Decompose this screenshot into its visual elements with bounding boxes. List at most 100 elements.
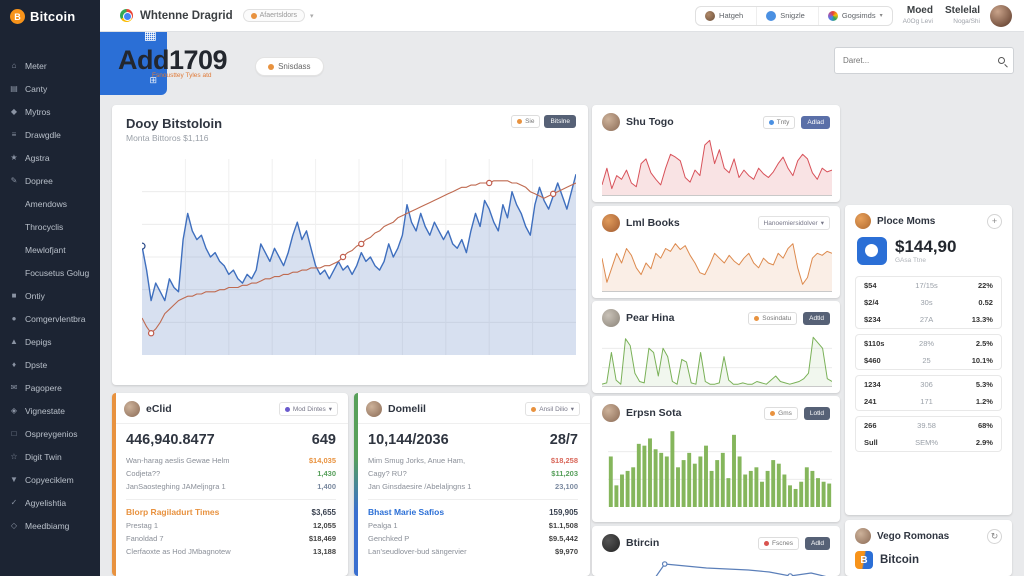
cell-percent: 0.52 [978,298,993,307]
avatar [855,528,871,544]
cell-units: 17/15s [915,281,938,290]
section-title: Blorp Ragiladurt Times [126,507,220,517]
sidebar-item[interactable]: Focusetus Golug [0,261,100,284]
nav-icon: ▼ [10,475,18,484]
sidebar-item[interactable]: Mewlofjant [0,238,100,261]
red-sparkline-chart [602,133,832,196]
topbar-pill-button[interactable]: Hatgeh [696,6,758,25]
nav-icon: ≡ [11,130,17,139]
search-input[interactable] [843,56,998,65]
avatar [855,213,871,229]
metric-value: $1.1,508 [548,521,578,530]
card-light-button[interactable]: Tnty [762,115,796,129]
cell-percent: 2.9% [975,438,993,447]
sidebar-item[interactable]: ♦ Dpste [0,353,100,376]
expand-icon[interactable]: ⊞ [149,75,157,85]
metric-label: Genchked P [368,534,410,543]
cell-amount: $54 [864,281,877,290]
cell-units: 30s [920,298,933,307]
card-dark-button[interactable]: Lotld [803,406,830,420]
card-title: Domelil [388,403,426,415]
metric-row: Clerfaoxte as Hod JMbagnotew 13,188 [126,547,336,556]
sidebar-item[interactable]: Amendows [0,192,100,215]
badge-dot-icon [250,12,257,19]
card-dropdown[interactable]: Ansil Dilio ▾ [525,402,580,416]
metric-label: Clerfaoxte as Hod JMbagnotew [126,547,231,556]
page-title-block: Add1709 Fsnousttey Tyles atd [118,47,228,80]
table-row: $2/4 30s 0.52 [856,294,1001,311]
sidebar-item[interactable]: ☆ Digit Twin [0,445,100,468]
card-dark-button[interactable]: Adlad [801,115,830,129]
user-stats: Moed A0Og Levi Stelelal Noga/Shi [903,5,980,26]
avatar [602,404,620,422]
cell-units: 171 [920,397,933,406]
button-label: Sie [525,118,535,125]
topbar-pill-button[interactable]: Gogsimds ▾ [819,7,892,25]
user-stat-subtitle: Noga/Shi [953,17,980,25]
app-logo[interactable]: B Bitcoin [0,0,100,32]
card-dropdown[interactable]: Hanoemiersidolver ▾ [757,216,830,230]
sidebar: B Bitcoin ⌂ Meter ▤ Canty ◆ Mytros ≡ Dra… [0,0,100,576]
card-light-button[interactable]: Gms [764,406,798,420]
topbar-badge[interactable]: Afaertsldors [242,9,305,22]
topbar-pill-button[interactable]: Snigzle [757,6,819,25]
search-icon[interactable] [998,57,1005,64]
refresh-button[interactable]: ↻ [987,528,1002,544]
green-line-chart [602,329,832,387]
chart-toggle-dark-button[interactable]: Bitslne [544,115,576,128]
avatar [602,113,620,131]
dropdown-label: Mod Dintes [292,405,326,413]
erpsn-sota-card: Erpsn Sota Gms Lotld [592,396,840,522]
sidebar-item[interactable]: Throcyclis [0,215,100,238]
chart-toggle-light-button[interactable]: Sie [511,115,541,128]
sidebar-item-label: Mytros [25,106,51,117]
cell-units: 306 [920,380,933,389]
app-icon [857,237,887,265]
avatar [602,309,620,327]
sidebar-item[interactable]: ≡ Drawgdle [0,123,100,146]
button-label: Tnty [776,118,790,126]
cell-percent: 1.2% [975,397,993,406]
avatar [366,401,382,417]
nav-icon: ■ [11,291,17,300]
dropdown-dot-icon [531,406,537,412]
header-action-button[interactable]: Snisdass [255,57,324,76]
sidebar-item[interactable]: ✓ Agyelishtia [0,491,100,514]
sidebar-item[interactable]: ● Comgervlentbra [0,307,100,330]
sidebar-item[interactable]: ▲ Depigs [0,330,100,353]
cell-amount: $2/4 [864,298,879,307]
add-button[interactable]: + [987,213,1002,229]
chevron-down-icon[interactable]: ▾ [310,12,314,20]
metric-label: Mim Smug Jorks, Anue Ham, [368,456,466,465]
green-bar-chart [608,424,832,507]
sidebar-item[interactable]: ✎ Dopree [0,169,100,192]
sidebar-item[interactable]: ■ Ontiy [0,284,100,307]
pill-label: Gogsimds [841,11,876,20]
user-avatar[interactable] [990,4,1012,27]
user-stat: Moed A0Og Levi [903,5,933,26]
sidebar-item[interactable]: ◆ Mytros [0,100,100,123]
metric-label: Codjeta?? [126,469,161,478]
chevron-down-icon: ▾ [570,406,574,413]
sidebar-item[interactable]: ◇ Meedbiamg [0,514,100,537]
sidebar-item[interactable]: □ Ospreygenios [0,422,100,445]
sidebar-item[interactable]: ⌂ Meter [0,54,100,77]
button-dot-icon [764,540,770,546]
card-dropdown[interactable]: Mod Dintes ▾ [278,402,338,416]
nav-icon: ◈ [10,406,18,415]
coin-name: Bitcoin [880,554,919,566]
card-accent-bar [354,393,358,576]
sidebar-item[interactable]: ★ Agstra [0,146,100,169]
card-dark-button[interactable]: Adtld [803,311,830,325]
card-dark-button[interactable]: Adld [804,536,830,550]
sidebar-item[interactable]: ▼ Copyeciklem [0,468,100,491]
sidebar-item[interactable]: ▤ Canty [0,77,100,100]
sidebar-item[interactable]: ✉ Pagopere [0,376,100,399]
table-row: 1234 306 5.3% [856,376,1001,393]
card-light-button[interactable]: Sosindatu [748,311,798,325]
avatar [602,214,620,232]
sidebar-item[interactable]: ◈ Vignestate [0,399,100,422]
card-light-button[interactable]: Fscnes [758,536,799,550]
cell-units: 25 [922,356,931,365]
stats-table-group: $54 17/15s 22% $2/4 30s 0.52 $234 27A 13… [855,276,1002,329]
